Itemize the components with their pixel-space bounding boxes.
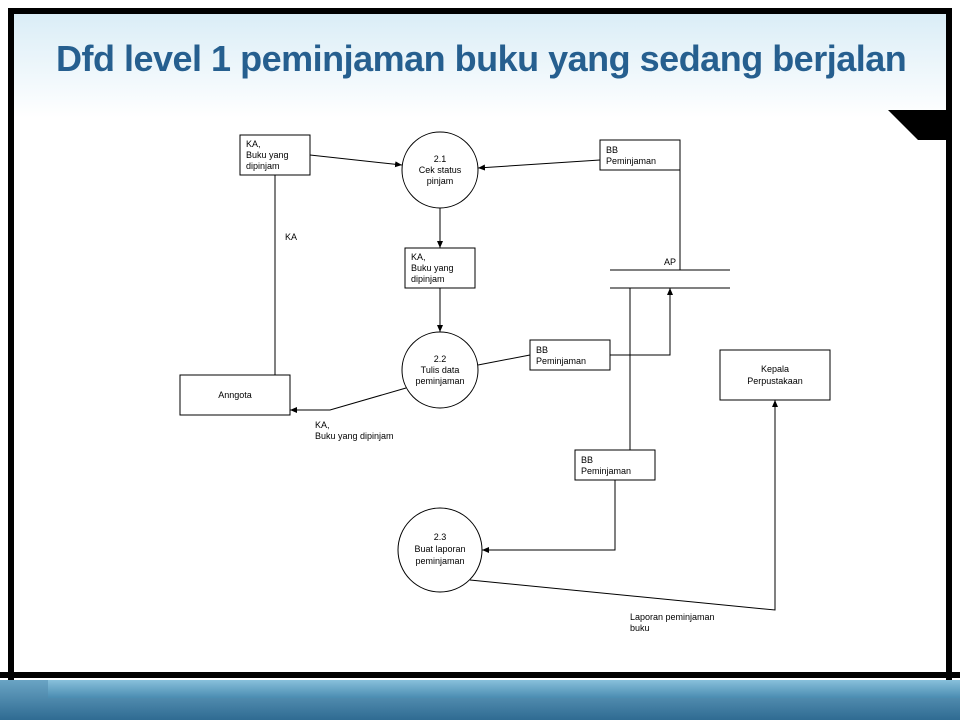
process-2-1-l2: pinjam <box>427 176 454 186</box>
flow-bb-to-ap <box>610 288 670 355</box>
slide-footer <box>0 664 960 720</box>
process-2-2-l2: peminjaman <box>415 376 464 386</box>
flow-label-tr-1: BB <box>606 145 618 155</box>
entity-kepala-l1: Kepala <box>761 364 789 374</box>
process-2-2-num: 2.2 <box>434 354 447 364</box>
flow-tl-to-21 <box>310 155 402 165</box>
entity-anggota-label: Anngota <box>218 390 252 400</box>
process-2-3-l1: Buat laporan <box>414 544 465 554</box>
flow-label-tl-1: KA, <box>246 139 261 149</box>
flow-label-ka-bot-2: Buku yang dipinjam <box>315 431 394 441</box>
flow-bb-to-23 <box>482 480 615 550</box>
flow-22-to-anggota <box>290 388 406 410</box>
flow-label-mid-3: dipinjam <box>411 274 445 284</box>
process-2-1-l1: Cek status <box>419 165 462 175</box>
flow-23-to-kepala <box>470 400 775 610</box>
datastore-ap-label: AP <box>664 257 676 267</box>
slide-title: Dfd level 1 peminjaman buku yang sedang … <box>56 38 906 80</box>
flow-label-22bb-2: Peminjaman <box>536 356 586 366</box>
flow-label-23bb-1: BB <box>581 455 593 465</box>
diagram-svg: 2.1 Cek status pinjam 2.2 Tulis data pem… <box>30 120 930 660</box>
flow-label-tl-2: Buku yang <box>246 150 289 160</box>
flow-label-22bb-1: BB <box>536 345 548 355</box>
flow-22-to-bb <box>478 355 530 365</box>
process-2-3-l2: peminjaman <box>415 556 464 566</box>
flow-label-tl-3: dipinjam <box>246 161 280 171</box>
border-top <box>8 8 952 14</box>
footer-divider <box>0 672 960 678</box>
flow-label-ka-bot-1: KA, <box>315 420 330 430</box>
border-left <box>8 8 14 712</box>
footer-accent <box>48 680 960 698</box>
process-2-2-l1: Tulis data <box>421 365 460 375</box>
flow-label-laporan-2: buku <box>630 623 650 633</box>
process-2-1-num: 2.1 <box>434 154 447 164</box>
flow-label-mid-2: Buku yang <box>411 263 454 273</box>
flow-label-laporan-1: Laporan peminjaman <box>630 612 715 622</box>
flow-label-tr-2: Peminjaman <box>606 156 656 166</box>
entity-kepala-l2: Perpustakaan <box>747 376 803 386</box>
flow-label-mid-1: KA, <box>411 252 426 262</box>
flow-label-23bb-2: Peminjaman <box>581 466 631 476</box>
dfd-diagram: 2.1 Cek status pinjam 2.2 Tulis data pem… <box>30 120 930 660</box>
entity-kepala <box>720 350 830 400</box>
flow-label-ka: KA <box>285 232 297 242</box>
process-2-3-num: 2.3 <box>434 532 447 542</box>
flow-tr-to-21 <box>478 160 600 168</box>
